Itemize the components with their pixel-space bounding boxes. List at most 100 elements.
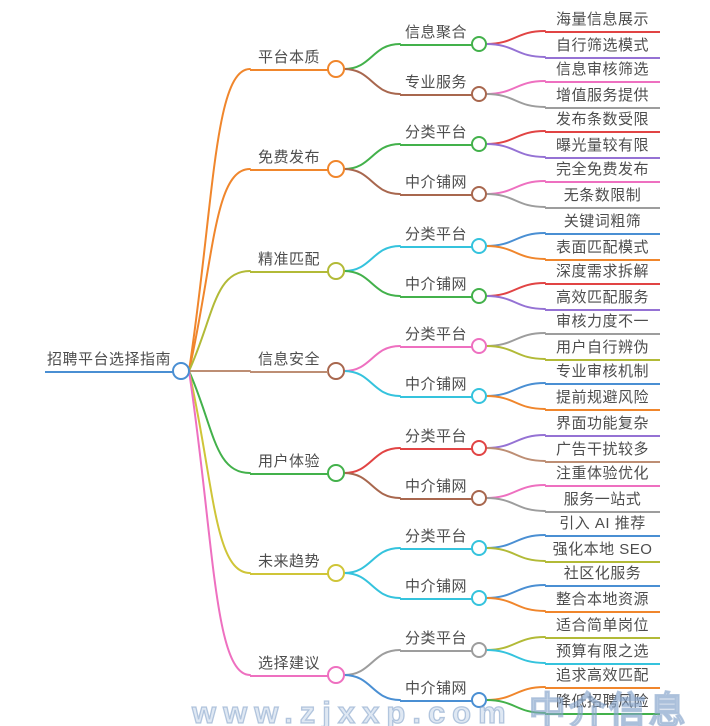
- leaf-node[interactable]: 增值服务提供: [545, 86, 660, 109]
- branch-node[interactable]: 选择建议: [250, 654, 328, 677]
- leaf-node[interactable]: 自行筛选模式: [545, 36, 660, 59]
- branch-node[interactable]: 平台本质: [250, 48, 328, 71]
- leaf-node[interactable]: 关键词粗筛: [545, 212, 660, 235]
- leaf-node[interactable]: 海量信息展示: [545, 10, 660, 33]
- leaf-node[interactable]: 服务一站式: [545, 490, 660, 513]
- node-label: 中介铺网: [404, 478, 467, 495]
- subtopic-node[interactable]: 分类平台: [400, 629, 472, 652]
- node-circle[interactable]: [327, 160, 345, 178]
- subtopic-node[interactable]: 分类平台: [400, 225, 472, 248]
- node-circle[interactable]: [471, 388, 487, 404]
- connector-line: [343, 270, 401, 297]
- leaf-node[interactable]: 适合简单岗位: [545, 616, 660, 639]
- connector-line: [485, 130, 546, 145]
- branch-node[interactable]: 免费发布: [250, 148, 328, 171]
- node-circle[interactable]: [471, 338, 487, 354]
- node-circle[interactable]: [471, 440, 487, 456]
- node-circle[interactable]: [471, 590, 487, 606]
- node-circle[interactable]: [471, 186, 487, 202]
- leaf-node[interactable]: 界面功能复杂: [545, 414, 660, 437]
- leaf-node[interactable]: 表面匹配模式: [545, 238, 660, 261]
- subtopic-node[interactable]: 专业服务: [400, 73, 472, 96]
- subtopic-node[interactable]: 分类平台: [400, 527, 472, 550]
- node-label: 深度需求拆解: [555, 263, 649, 280]
- leaf-node[interactable]: 信息审核筛选: [545, 60, 660, 83]
- subtopic-node[interactable]: 中介铺网: [400, 275, 472, 298]
- connector-line: [485, 30, 546, 45]
- connector-line: [485, 649, 546, 664]
- leaf-node[interactable]: 追求高效匹配: [545, 666, 660, 689]
- node-circle[interactable]: [471, 540, 487, 556]
- branch-node[interactable]: 精准匹配: [250, 250, 328, 273]
- connector-line: [188, 370, 251, 574]
- node-label: 信息安全: [257, 351, 320, 368]
- connector-line: [188, 68, 251, 372]
- leaf-node[interactable]: 广告干扰较多: [545, 440, 660, 463]
- connector-line: [485, 447, 546, 462]
- leaf-node[interactable]: 专业审核机制: [545, 362, 660, 385]
- node-label: 整合本地资源: [555, 591, 649, 608]
- branch-node[interactable]: 未来趋势: [250, 552, 328, 575]
- node-label: 平台本质: [257, 49, 320, 66]
- leaf-node[interactable]: 预算有限之选: [545, 642, 660, 665]
- root-node[interactable]: 招聘平台选择指南: [45, 350, 173, 373]
- node-label: 选择建议: [257, 655, 320, 672]
- leaf-node[interactable]: 社区化服务: [545, 564, 660, 587]
- subtopic-node[interactable]: 中介铺网: [400, 375, 472, 398]
- subtopic-node[interactable]: 中介铺网: [400, 477, 472, 500]
- node-label: 界面功能复杂: [555, 415, 649, 432]
- node-label: 分类平台: [404, 528, 467, 545]
- node-circle[interactable]: [471, 288, 487, 304]
- node-label: 无条数限制: [563, 187, 642, 204]
- leaf-node[interactable]: 曝光量较有限: [545, 136, 660, 159]
- node-circle[interactable]: [471, 642, 487, 658]
- leaf-node[interactable]: 发布条数受限: [545, 110, 660, 133]
- node-circle[interactable]: [327, 362, 345, 380]
- node-circle[interactable]: [327, 666, 345, 684]
- node-label: 中介铺网: [404, 578, 467, 595]
- leaf-node[interactable]: 用户自行辨伪: [545, 338, 660, 361]
- connector-line: [485, 43, 546, 58]
- leaf-node[interactable]: 提前规避风险: [545, 388, 660, 411]
- node-circle[interactable]: [172, 362, 190, 380]
- subtopic-node[interactable]: 中介铺网: [400, 577, 472, 600]
- subtopic-node[interactable]: 中介铺网: [400, 173, 472, 196]
- node-circle[interactable]: [471, 692, 487, 708]
- leaf-node[interactable]: 注重体验优化: [545, 464, 660, 487]
- leaf-node[interactable]: 强化本地 SEO: [545, 540, 660, 563]
- node-label: 分类平台: [404, 428, 467, 445]
- node-circle[interactable]: [327, 262, 345, 280]
- node-circle[interactable]: [327, 464, 345, 482]
- node-circle[interactable]: [471, 86, 487, 102]
- node-label: 分类平台: [404, 226, 467, 243]
- connector-line: [485, 395, 546, 410]
- leaf-node[interactable]: 完全免费发布: [545, 160, 660, 183]
- leaf-node[interactable]: 审核力度不一: [545, 312, 660, 335]
- node-circle[interactable]: [327, 564, 345, 582]
- subtopic-node[interactable]: 分类平台: [400, 123, 472, 146]
- subtopic-node[interactable]: 分类平台: [400, 427, 472, 450]
- connector-line: [343, 43, 401, 70]
- leaf-node[interactable]: 降低招聘风险: [545, 692, 660, 715]
- node-circle[interactable]: [471, 136, 487, 152]
- leaf-node[interactable]: 整合本地资源: [545, 590, 660, 613]
- subtopic-node[interactable]: 分类平台: [400, 325, 472, 348]
- connector-line: [485, 547, 546, 562]
- branch-node[interactable]: 用户体验: [250, 452, 328, 475]
- connector-line: [188, 370, 251, 676]
- node-circle[interactable]: [471, 490, 487, 506]
- subtopic-node[interactable]: 中介铺网: [400, 679, 472, 702]
- branch-node[interactable]: 信息安全: [250, 350, 328, 373]
- node-circle[interactable]: [471, 238, 487, 254]
- node-label: 中介铺网: [404, 174, 467, 191]
- leaf-node[interactable]: 高效匹配服务: [545, 288, 660, 311]
- connector-line: [343, 68, 401, 95]
- node-circle[interactable]: [327, 60, 345, 78]
- node-label: 精准匹配: [257, 251, 320, 268]
- leaf-node[interactable]: 无条数限制: [545, 186, 660, 209]
- node-circle[interactable]: [471, 36, 487, 52]
- leaf-node[interactable]: 引入 AI 推荐: [545, 514, 660, 537]
- subtopic-node[interactable]: 信息聚合: [400, 23, 472, 46]
- node-label: 社区化服务: [563, 565, 642, 582]
- leaf-node[interactable]: 深度需求拆解: [545, 262, 660, 285]
